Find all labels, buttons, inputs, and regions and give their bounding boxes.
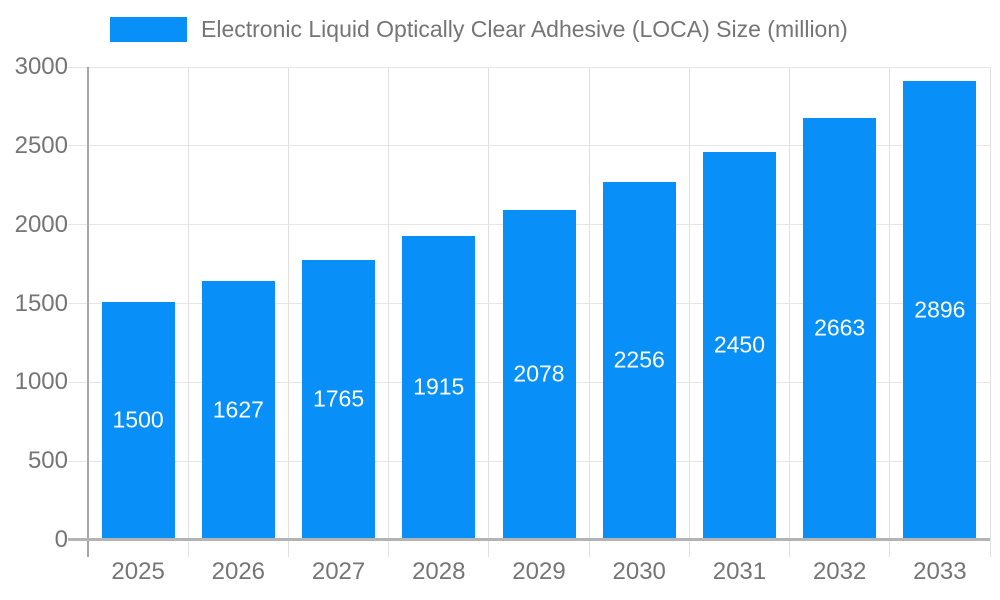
x-axis-tick-label: 2030 xyxy=(612,558,666,585)
bar[interactable]: 2078 xyxy=(502,210,576,538)
bar[interactable]: 1500 xyxy=(101,301,175,538)
x-axis-tick-label: 2029 xyxy=(512,558,566,585)
gridline-vertical xyxy=(287,67,289,557)
y-axis-tick-label: 3000 xyxy=(14,53,68,80)
gridline-vertical xyxy=(187,67,189,557)
y-axis-tick-label: 500 xyxy=(27,447,68,475)
gridline-vertical xyxy=(588,67,590,557)
gridline-horizontal xyxy=(68,66,990,68)
x-axis-tick-label: 2027 xyxy=(311,558,366,585)
legend-swatch xyxy=(110,17,187,42)
x-axis-tick-label: 2031 xyxy=(712,558,767,585)
x-axis-tick-label: 2028 xyxy=(412,558,466,585)
bar-value-label: 1500 xyxy=(112,406,164,433)
bar-value-label: 2450 xyxy=(713,331,766,358)
y-axis-bottom-tick xyxy=(87,540,89,557)
y-axis-line xyxy=(87,67,89,540)
bar-value-label: 1627 xyxy=(212,396,264,423)
gridline-horizontal xyxy=(68,145,990,147)
bar-value-label: 1765 xyxy=(312,385,365,412)
gridline-vertical xyxy=(688,67,690,557)
bar[interactable]: 2896 xyxy=(903,81,977,538)
bar-value-label: 2896 xyxy=(914,296,966,323)
legend[interactable]: Electronic Liquid Optically Clear Adhesi… xyxy=(110,16,848,42)
bar[interactable]: 1915 xyxy=(402,236,476,538)
bar-value-label: 2663 xyxy=(814,314,866,341)
gridline-vertical xyxy=(488,67,490,557)
bar[interactable]: 1765 xyxy=(302,259,376,538)
y-axis-tick-label: 2500 xyxy=(14,131,68,159)
y-axis-tick-label: 1000 xyxy=(14,368,68,396)
gridline-vertical xyxy=(889,67,891,557)
gridline-vertical xyxy=(388,67,390,557)
y-axis-tick-label: 1500 xyxy=(14,289,68,317)
gridline-vertical xyxy=(789,67,791,557)
gridline-vertical xyxy=(989,67,991,557)
y-axis-tick-label: 2000 xyxy=(14,210,68,238)
y-axis-tick-label: 0 xyxy=(54,526,68,553)
x-axis-tick-label: 2033 xyxy=(913,558,967,585)
bar[interactable]: 2450 xyxy=(702,151,776,538)
bar[interactable]: 2256 xyxy=(602,182,676,538)
bar-value-label: 1915 xyxy=(413,373,465,400)
bar-value-label: 2256 xyxy=(613,346,665,373)
bar[interactable]: 2663 xyxy=(803,118,877,538)
bar-value-label: 2078 xyxy=(513,360,565,387)
x-axis-tick-label: 2026 xyxy=(211,558,266,585)
bar[interactable]: 1627 xyxy=(201,281,275,538)
x-axis-line xyxy=(68,538,990,541)
chart-title: Electronic Liquid Optically Clear Adhesi… xyxy=(201,16,848,42)
x-axis-tick-label: 2032 xyxy=(812,558,867,585)
x-axis-tick-label: 2025 xyxy=(111,558,165,585)
